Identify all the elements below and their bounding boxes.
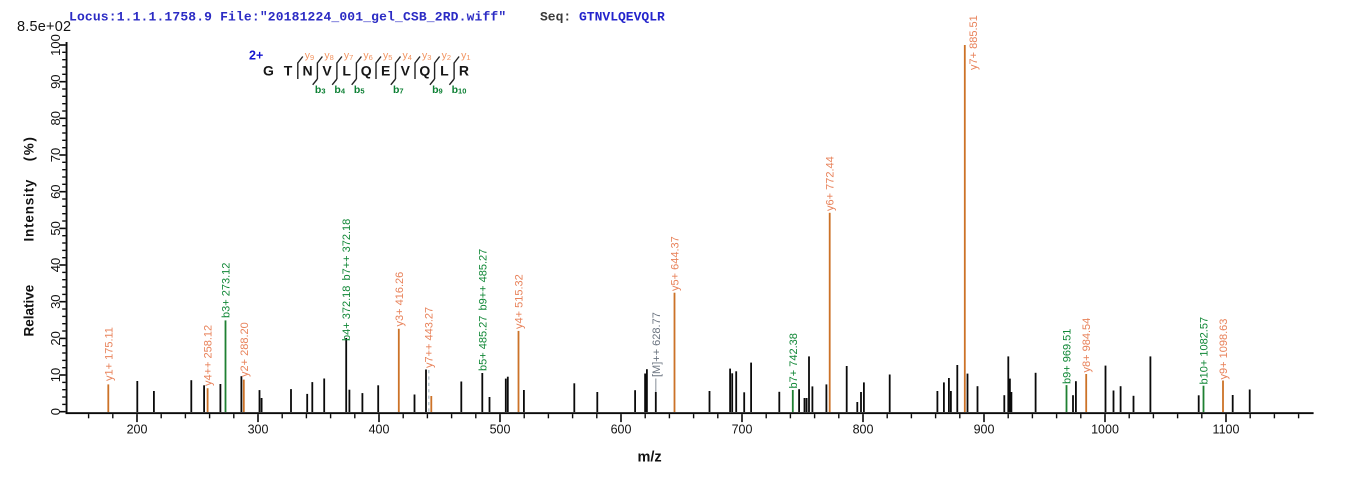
- svg-text:b7++ 372.18: b7++ 372.18: [341, 219, 353, 281]
- svg-text:60: 60: [48, 184, 63, 198]
- svg-text:L: L: [342, 63, 351, 79]
- svg-text:1100: 1100: [1213, 423, 1240, 437]
- svg-text:y1+ 175.11: y1+ 175.11: [103, 327, 115, 381]
- svg-text:y8: y8: [324, 50, 333, 63]
- svg-text:y2: y2: [442, 50, 451, 63]
- svg-text:y4+ 515.32: y4+ 515.32: [514, 274, 526, 329]
- svg-text:[M]++ 628.77: [M]++ 628.77: [651, 312, 663, 377]
- svg-text:b5+ 485.27: b5+ 485.27: [477, 316, 489, 371]
- svg-text:y5+ 644.37: y5+ 644.37: [670, 236, 682, 291]
- svg-text:y7+ 885.51: y7+ 885.51: [968, 15, 980, 70]
- svg-text:Intensity: Intensity: [22, 179, 37, 242]
- svg-text:GTNVLQEVQLR: GTNVLQEVQLR: [579, 10, 665, 25]
- svg-text:y3: y3: [422, 50, 431, 63]
- svg-text:Locus:1.1.1.1758.9 File:"20181: Locus:1.1.1.1758.9 File:"20181224_001_ge…: [69, 10, 506, 25]
- svg-text:70: 70: [48, 148, 63, 162]
- svg-text:Relative: Relative: [22, 284, 37, 336]
- svg-text:b4+ 372.18: b4+ 372.18: [341, 286, 353, 341]
- svg-text:20: 20: [48, 331, 63, 345]
- svg-text:1000: 1000: [1091, 423, 1119, 437]
- svg-text:8.5e+02: 8.5e+02: [17, 19, 71, 35]
- svg-text:E: E: [381, 63, 390, 79]
- svg-text:m/z: m/z: [638, 450, 662, 466]
- svg-text:2+: 2+: [249, 49, 263, 63]
- svg-text:y1: y1: [461, 50, 470, 63]
- svg-text:10: 10: [48, 368, 63, 382]
- svg-text:V: V: [401, 63, 411, 79]
- svg-text:G: G: [263, 63, 274, 79]
- svg-text:b10+ 1082.57: b10+ 1082.57: [1199, 317, 1211, 385]
- svg-text:30: 30: [48, 294, 63, 308]
- svg-text:200: 200: [127, 423, 148, 437]
- svg-text:y6+ 772.44: y6+ 772.44: [825, 156, 837, 211]
- svg-text:Seq:: Seq:: [540, 10, 571, 25]
- svg-text:N: N: [303, 63, 313, 79]
- svg-text:y9: y9: [305, 50, 314, 63]
- svg-text:400: 400: [369, 423, 390, 437]
- svg-text:0: 0: [48, 408, 63, 415]
- svg-text:700: 700: [732, 423, 753, 437]
- svg-text:Q: Q: [361, 63, 372, 79]
- svg-text:y4: y4: [403, 50, 412, 63]
- svg-text:V: V: [322, 63, 332, 79]
- svg-text:b10: b10: [452, 84, 467, 96]
- svg-text:y7: y7: [344, 50, 353, 63]
- svg-text:100: 100: [48, 34, 63, 56]
- svg-text:y6: y6: [363, 50, 372, 63]
- svg-text:y7++ 443.27: y7++ 443.27: [424, 307, 436, 368]
- svg-text:800: 800: [853, 423, 874, 437]
- svg-text:y5: y5: [383, 50, 392, 63]
- svg-text:y4++ 258.12: y4++ 258.12: [203, 325, 215, 386]
- svg-text:b3+ 273.12: b3+ 273.12: [221, 263, 233, 318]
- svg-text:R: R: [459, 63, 469, 79]
- svg-text:600: 600: [611, 423, 632, 437]
- svg-text:40: 40: [48, 258, 63, 272]
- svg-text:90: 90: [48, 74, 63, 88]
- svg-text:80: 80: [48, 111, 63, 125]
- svg-text:T: T: [284, 63, 293, 79]
- svg-text:y8+ 984.54: y8+ 984.54: [1081, 318, 1093, 373]
- svg-text:500: 500: [490, 423, 511, 437]
- svg-text:300: 300: [248, 423, 269, 437]
- svg-text:b9++ 485.27: b9++ 485.27: [477, 249, 489, 311]
- svg-text:b4: b4: [334, 84, 345, 96]
- svg-text:50: 50: [48, 221, 63, 235]
- svg-text:b7: b7: [393, 84, 404, 96]
- svg-text:Q: Q: [419, 63, 430, 79]
- svg-text:y9+ 1098.63: y9+ 1098.63: [1218, 319, 1230, 380]
- svg-text:b9+ 969.51: b9+ 969.51: [1062, 329, 1074, 384]
- svg-text:900: 900: [974, 423, 995, 437]
- svg-text:b7+ 742.38: b7+ 742.38: [788, 333, 800, 388]
- svg-text:b3: b3: [315, 84, 326, 96]
- svg-text:L: L: [440, 63, 449, 79]
- svg-text:(%): (%): [22, 136, 37, 162]
- svg-text:b5: b5: [354, 84, 365, 96]
- svg-text:b9: b9: [432, 84, 443, 96]
- svg-text:y2+ 288.20: y2+ 288.20: [239, 322, 251, 377]
- svg-text:y3+ 416.26: y3+ 416.26: [394, 272, 406, 327]
